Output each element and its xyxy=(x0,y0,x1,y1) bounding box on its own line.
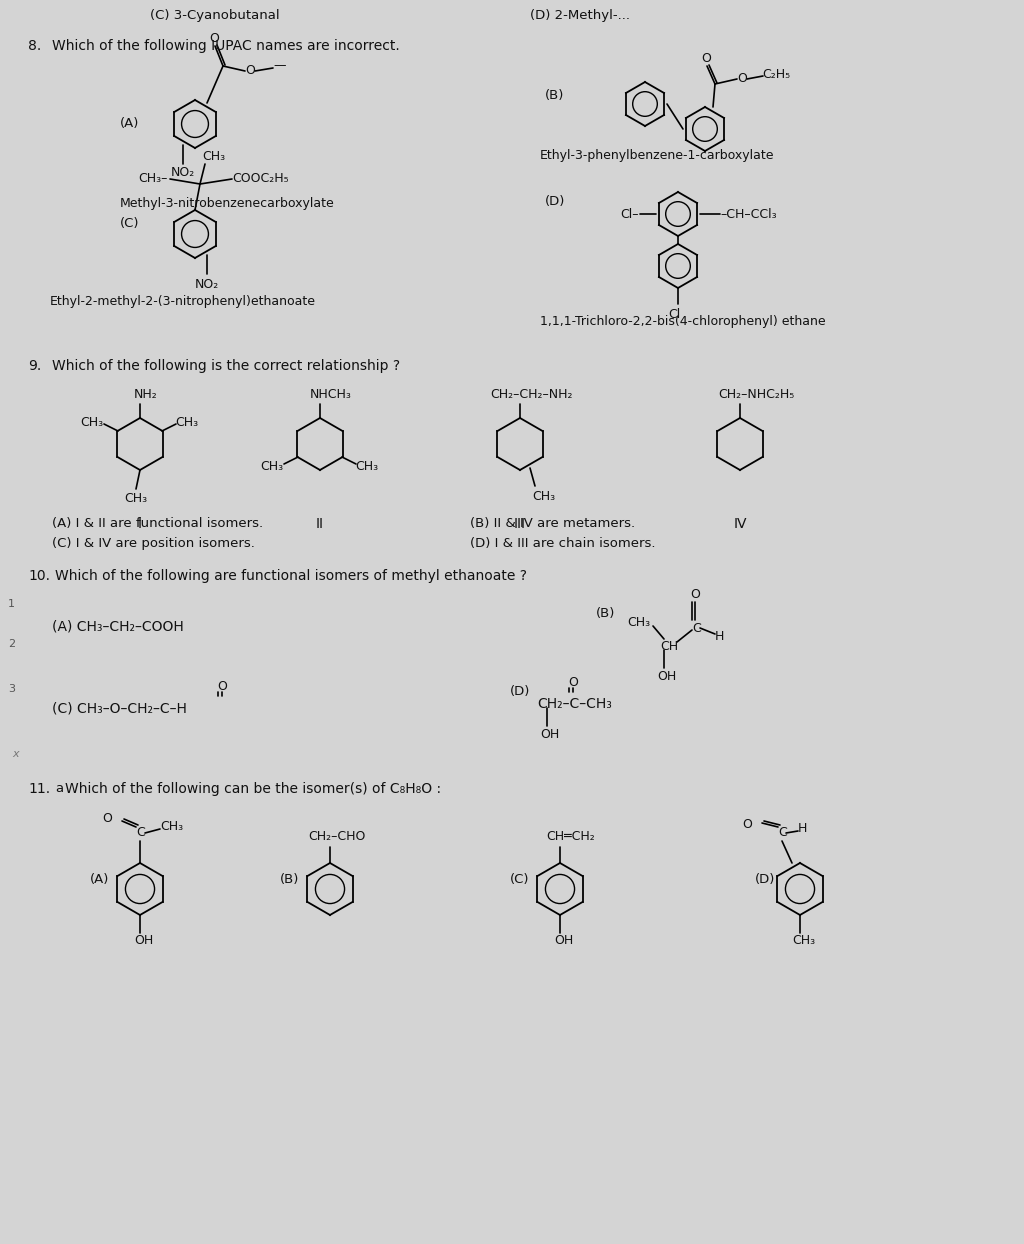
Text: OH: OH xyxy=(134,934,154,948)
Text: (D) I & III are chain isomers.: (D) I & III are chain isomers. xyxy=(470,537,655,551)
Text: O: O xyxy=(217,679,227,693)
Text: C: C xyxy=(692,622,700,634)
Text: Which of the following can be the isomer(s) of C₈H₈O :: Which of the following can be the isomer… xyxy=(65,782,441,796)
Text: Methyl-3-nitrobenzenecarboxylate: Methyl-3-nitrobenzenecarboxylate xyxy=(120,198,335,210)
Text: O: O xyxy=(568,675,578,688)
Text: CH₂–C–CH₃: CH₂–C–CH₃ xyxy=(537,697,612,712)
Text: CH₃: CH₃ xyxy=(532,489,555,503)
Text: Ethyl-2-methyl-2-(3-nitrophenyl)ethanoate: Ethyl-2-methyl-2-(3-nitrophenyl)ethanoat… xyxy=(50,296,316,309)
Text: OH: OH xyxy=(540,728,559,740)
Text: CH₃: CH₃ xyxy=(260,459,283,473)
Text: (B) II & IV are metamers.: (B) II & IV are metamers. xyxy=(470,518,635,530)
Text: Ethyl-3-phenylbenzene-1-carboxylate: Ethyl-3-phenylbenzene-1-carboxylate xyxy=(540,149,774,163)
Text: 11.: 11. xyxy=(28,782,50,796)
Text: IV: IV xyxy=(733,518,746,531)
Text: 1,1,1-Trichloro-2,2-bis(4-chlorophenyl) ethane: 1,1,1-Trichloro-2,2-bis(4-chlorophenyl) … xyxy=(540,316,825,328)
Text: CH₃: CH₃ xyxy=(627,616,650,628)
Text: (B): (B) xyxy=(280,872,299,886)
Text: O: O xyxy=(737,72,746,86)
Text: NHCH₃: NHCH₃ xyxy=(310,387,352,401)
Text: (D): (D) xyxy=(755,872,775,886)
Text: NH₂: NH₂ xyxy=(134,387,158,401)
Text: H: H xyxy=(798,822,807,836)
Text: I: I xyxy=(138,518,142,531)
Text: (C): (C) xyxy=(120,218,139,230)
Text: (C) I & IV are position isomers.: (C) I & IV are position isomers. xyxy=(52,537,255,551)
Text: 2: 2 xyxy=(8,639,15,649)
Text: CH₃: CH₃ xyxy=(202,149,225,163)
Text: (A): (A) xyxy=(90,872,110,886)
Text: a: a xyxy=(55,782,63,795)
Text: OH: OH xyxy=(657,671,676,683)
Text: (A) I & II are functional isomers.: (A) I & II are functional isomers. xyxy=(52,518,263,530)
Text: NO₂: NO₂ xyxy=(171,165,196,178)
Text: –CH–CCl₃: –CH–CCl₃ xyxy=(720,208,776,220)
Text: Cl–: Cl– xyxy=(620,208,639,220)
Text: III: III xyxy=(514,518,526,531)
Text: II: II xyxy=(316,518,324,531)
Text: CH₃: CH₃ xyxy=(124,493,147,505)
Text: CH₃: CH₃ xyxy=(175,415,198,428)
Text: CH₂–CH₂–NH₂: CH₂–CH₂–NH₂ xyxy=(490,387,572,401)
Text: 3: 3 xyxy=(8,684,15,694)
Text: H: H xyxy=(715,629,724,642)
Text: O: O xyxy=(742,817,752,831)
Text: NO₂: NO₂ xyxy=(195,277,219,291)
Text: O: O xyxy=(102,812,112,826)
Text: O: O xyxy=(209,31,219,45)
Text: Which of the following is the correct relationship ?: Which of the following is the correct re… xyxy=(52,360,400,373)
Text: Cl: Cl xyxy=(668,307,680,321)
Text: C: C xyxy=(136,826,144,840)
Text: C: C xyxy=(778,826,786,840)
Text: (C) CH₃–O–CH₂–C–H: (C) CH₃–O–CH₂–C–H xyxy=(52,702,186,715)
Text: (D) 2-Methyl-...: (D) 2-Methyl-... xyxy=(530,10,630,22)
Text: (B): (B) xyxy=(596,607,615,621)
Text: Which of the following IUPAC names are incorrect.: Which of the following IUPAC names are i… xyxy=(52,39,399,53)
Text: O: O xyxy=(245,65,255,77)
Text: O: O xyxy=(701,52,711,66)
Text: Which of the following are functional isomers of methyl ethanoate ?: Which of the following are functional is… xyxy=(55,569,527,583)
Text: (A): (A) xyxy=(120,117,139,131)
Text: CH₃: CH₃ xyxy=(80,415,103,428)
Text: 10.: 10. xyxy=(28,569,50,583)
Text: CH₂–CHO: CH₂–CHO xyxy=(308,831,366,843)
Text: CH: CH xyxy=(660,639,678,653)
Text: —: — xyxy=(273,60,286,72)
Text: x: x xyxy=(12,749,18,759)
Text: 1: 1 xyxy=(8,600,15,610)
Text: CH₃: CH₃ xyxy=(792,934,815,948)
Text: 9.: 9. xyxy=(28,360,41,373)
Text: OH: OH xyxy=(554,934,573,948)
Text: (C) 3-Cyanobutanal: (C) 3-Cyanobutanal xyxy=(150,10,280,22)
Text: CH₃: CH₃ xyxy=(355,459,378,473)
Text: CH═CH₂: CH═CH₂ xyxy=(546,831,595,843)
Text: O: O xyxy=(690,587,699,601)
Text: (D): (D) xyxy=(545,195,565,209)
Text: (D): (D) xyxy=(510,685,530,698)
Text: COOC₂H₅: COOC₂H₅ xyxy=(232,173,289,185)
Text: 8.: 8. xyxy=(28,39,41,53)
Text: (A) CH₃–CH₂–COOH: (A) CH₃–CH₂–COOH xyxy=(52,620,183,633)
Text: (C): (C) xyxy=(510,872,529,886)
Text: C₂H₅: C₂H₅ xyxy=(762,67,791,81)
Text: CH₃–: CH₃– xyxy=(138,173,167,185)
Text: CH₂–NHC₂H₅: CH₂–NHC₂H₅ xyxy=(718,387,795,401)
Text: (B): (B) xyxy=(545,90,564,102)
Text: CH₃: CH₃ xyxy=(160,821,183,833)
